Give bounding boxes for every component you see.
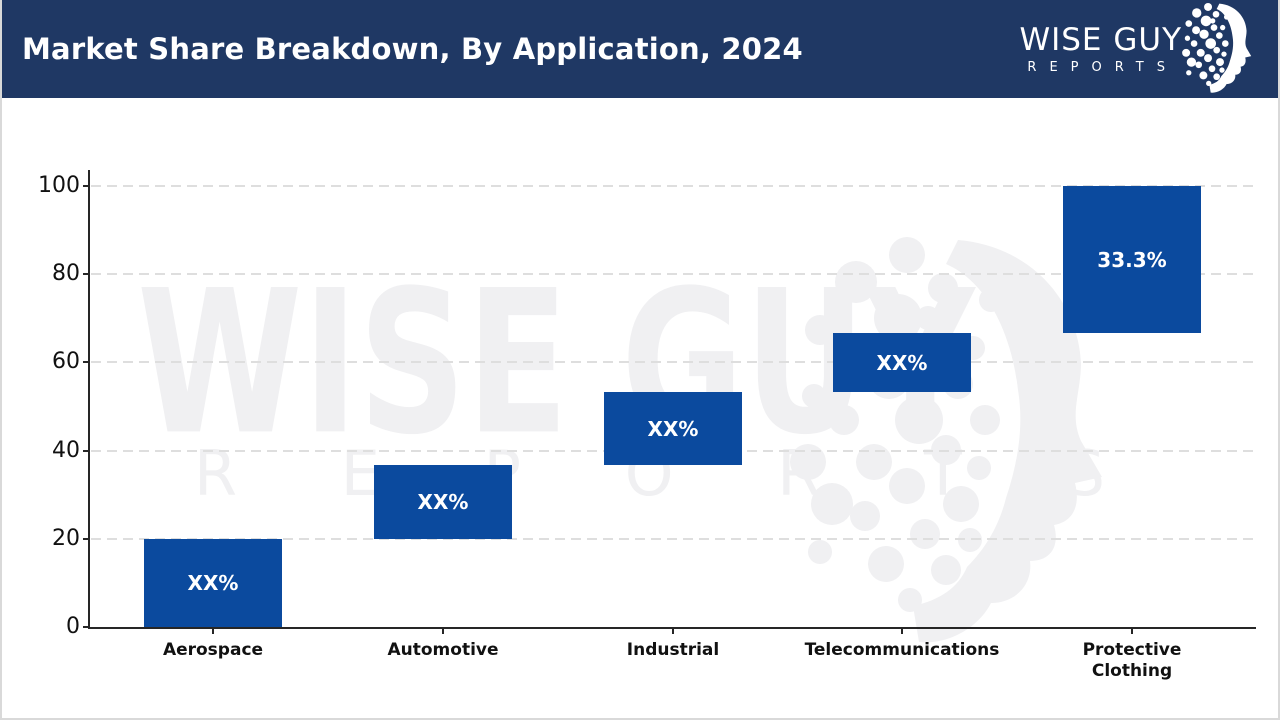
x-category-label-automotive: Automotive — [387, 640, 499, 660]
bar-value-label: XX% — [417, 490, 469, 514]
bar-value-label: XX% — [187, 571, 239, 595]
x-tick-mark-telecommunications — [901, 628, 903, 634]
x-tick-mark-automotive — [442, 628, 444, 634]
x-category-label-telecommunications: Telecommunications — [804, 640, 1000, 660]
x-tick-mark-aerospace — [212, 628, 214, 634]
wiseguy-logo-text: WISE GUY REPORTS — [1019, 21, 1182, 75]
y-tick-label-20: 20 — [52, 526, 80, 551]
y-tick-mark-20 — [83, 538, 89, 540]
gridline-80 — [91, 273, 1258, 275]
y-tick-mark-40 — [83, 450, 89, 452]
y-tick-mark-60 — [83, 361, 89, 363]
y-tick-mark-100 — [83, 185, 89, 187]
bar-telecommunications: XX% — [833, 333, 971, 392]
logo-subtitle: REPORTS — [1027, 59, 1179, 75]
gridline-60 — [91, 361, 1258, 363]
x-category-label-aerospace: Aerospace — [162, 640, 264, 660]
gridline-100 — [91, 185, 1258, 187]
x-tick-mark-industrial — [672, 628, 674, 634]
bar-industrial: XX% — [604, 392, 742, 465]
wiseguy-face-icon — [1178, 1, 1258, 98]
page-title: Market Share Breakdown, By Application, … — [22, 32, 803, 66]
logo-wordmark: WISE GUY — [1019, 21, 1182, 58]
y-tick-mark-0 — [83, 626, 89, 628]
bar-value-label: 33.3% — [1097, 247, 1167, 272]
wiseguy-logo: WISE GUY REPORTS — [1019, 1, 1258, 98]
header: Market Share Breakdown, By Application, … — [2, 0, 1278, 98]
x-axis-spine — [88, 627, 1256, 629]
x-tick-mark-protective-clothing — [1131, 628, 1133, 634]
bar-aerospace: XX% — [144, 539, 282, 627]
gridline-20 — [91, 538, 1258, 540]
y-tick-label-0: 0 — [66, 614, 80, 639]
bar-value-label: XX% — [876, 350, 928, 375]
x-category-label-protective-clothing: Protective Clothing — [1082, 640, 1182, 682]
bar-automotive: XX% — [374, 465, 512, 539]
y-tick-label-40: 40 — [52, 438, 80, 463]
y-tick-mark-80 — [83, 273, 89, 275]
x-category-label-industrial: Industrial — [626, 640, 720, 660]
plot-area: 0 20 40 60 80 100 XX% XX% XX% XX% 33.3% Aerospace Au… — [2, 98, 1278, 718]
y-tick-label-100: 100 — [38, 173, 80, 198]
bar-value-label: XX% — [647, 416, 699, 441]
y-tick-label-60: 60 — [52, 349, 80, 374]
y-axis-spine — [88, 170, 90, 629]
bar-protective-clothing: 33.3% — [1063, 186, 1201, 333]
y-tick-label-80: 80 — [52, 261, 80, 286]
